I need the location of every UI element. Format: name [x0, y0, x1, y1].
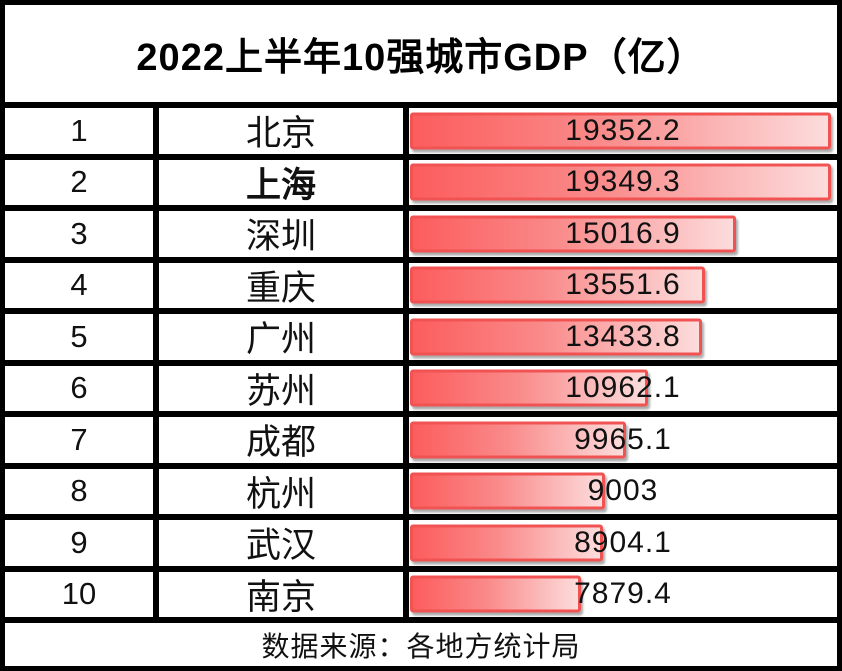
- gdp-bar: [410, 215, 737, 253]
- gdp-value-label: 15016.9: [565, 216, 681, 250]
- gdp-value-label: 10962.1: [565, 371, 681, 405]
- bar-cell: 13433.8: [409, 314, 837, 360]
- city-cell: 深圳: [159, 211, 403, 257]
- table-row: 8 杭州 9003: [5, 468, 837, 514]
- city-cell: 北京: [159, 108, 403, 154]
- data-source: 数据来源：各地方统计局: [5, 623, 837, 666]
- bar-cell: 9965.1: [409, 417, 837, 463]
- city-cell: 武汉: [159, 520, 403, 566]
- table-row: 2 上海 19349.3: [5, 159, 837, 205]
- table-row: 4 重庆 13551.6: [5, 262, 837, 308]
- city-cell: 广州: [159, 314, 403, 360]
- gdp-bar: [410, 112, 831, 150]
- gdp-value-label: 19352.2: [565, 113, 681, 147]
- city-cell: 杭州: [159, 468, 403, 514]
- city-cell: 上海: [159, 159, 403, 205]
- gdp-value-label: 7879.4: [574, 577, 672, 611]
- rank-cell: 3: [5, 211, 153, 257]
- table-row: 1 北京 19352.2: [5, 108, 837, 154]
- bar-cell: 10962.1: [409, 365, 837, 411]
- city-cell: 苏州: [159, 365, 403, 411]
- city-cell: 成都: [159, 417, 403, 463]
- table-row: 9 武汉 8904.1: [5, 520, 837, 566]
- bar-cell: 19352.2: [409, 108, 837, 154]
- gdp-bar: [410, 575, 581, 613]
- gdp-bar: [410, 524, 604, 562]
- rank-cell: 4: [5, 262, 153, 308]
- gdp-bar: [410, 266, 705, 304]
- table-row: 3 深圳 15016.9: [5, 211, 837, 257]
- bar-cell: 15016.9: [409, 211, 837, 257]
- table-row: 6 苏州 10962.1: [5, 365, 837, 411]
- gdp-bar: [410, 318, 702, 356]
- chart-title: 2022上半年10强城市GDP（亿）: [5, 5, 837, 102]
- gdp-bar: [410, 163, 831, 201]
- rank-cell: 8: [5, 468, 153, 514]
- gdp-value-label: 9003: [587, 474, 659, 508]
- gdp-bar: [410, 472, 606, 510]
- bar-cell: 9003: [409, 468, 837, 514]
- gdp-value-label: 9965.1: [574, 422, 672, 456]
- rank-cell: 9: [5, 520, 153, 566]
- bar-cell: 13551.6: [409, 262, 837, 308]
- rank-cell: 10: [5, 571, 153, 617]
- gdp-bar: [410, 421, 627, 459]
- city-cell: 重庆: [159, 262, 403, 308]
- bar-cell: 19349.3: [409, 159, 837, 205]
- bar-cell: 8904.1: [409, 520, 837, 566]
- rank-cell: 1: [5, 108, 153, 154]
- city-cell: 南京: [159, 571, 403, 617]
- rank-cell: 5: [5, 314, 153, 360]
- rank-cell: 2: [5, 159, 153, 205]
- gdp-value-label: 8904.1: [574, 525, 672, 559]
- gdp-value-label: 19349.3: [565, 165, 681, 199]
- rank-cell: 6: [5, 365, 153, 411]
- table-row: 10 南京 7879.4: [5, 571, 837, 617]
- gdp-bar: [410, 369, 649, 407]
- bar-cell: 7879.4: [409, 571, 837, 617]
- rank-cell: 7: [5, 417, 153, 463]
- table-row: 5 广州 13433.8: [5, 314, 837, 360]
- table-row: 7 成都 9965.1: [5, 417, 837, 463]
- gdp-value-label: 13551.6: [565, 268, 681, 302]
- gdp-value-label: 13433.8: [565, 319, 681, 353]
